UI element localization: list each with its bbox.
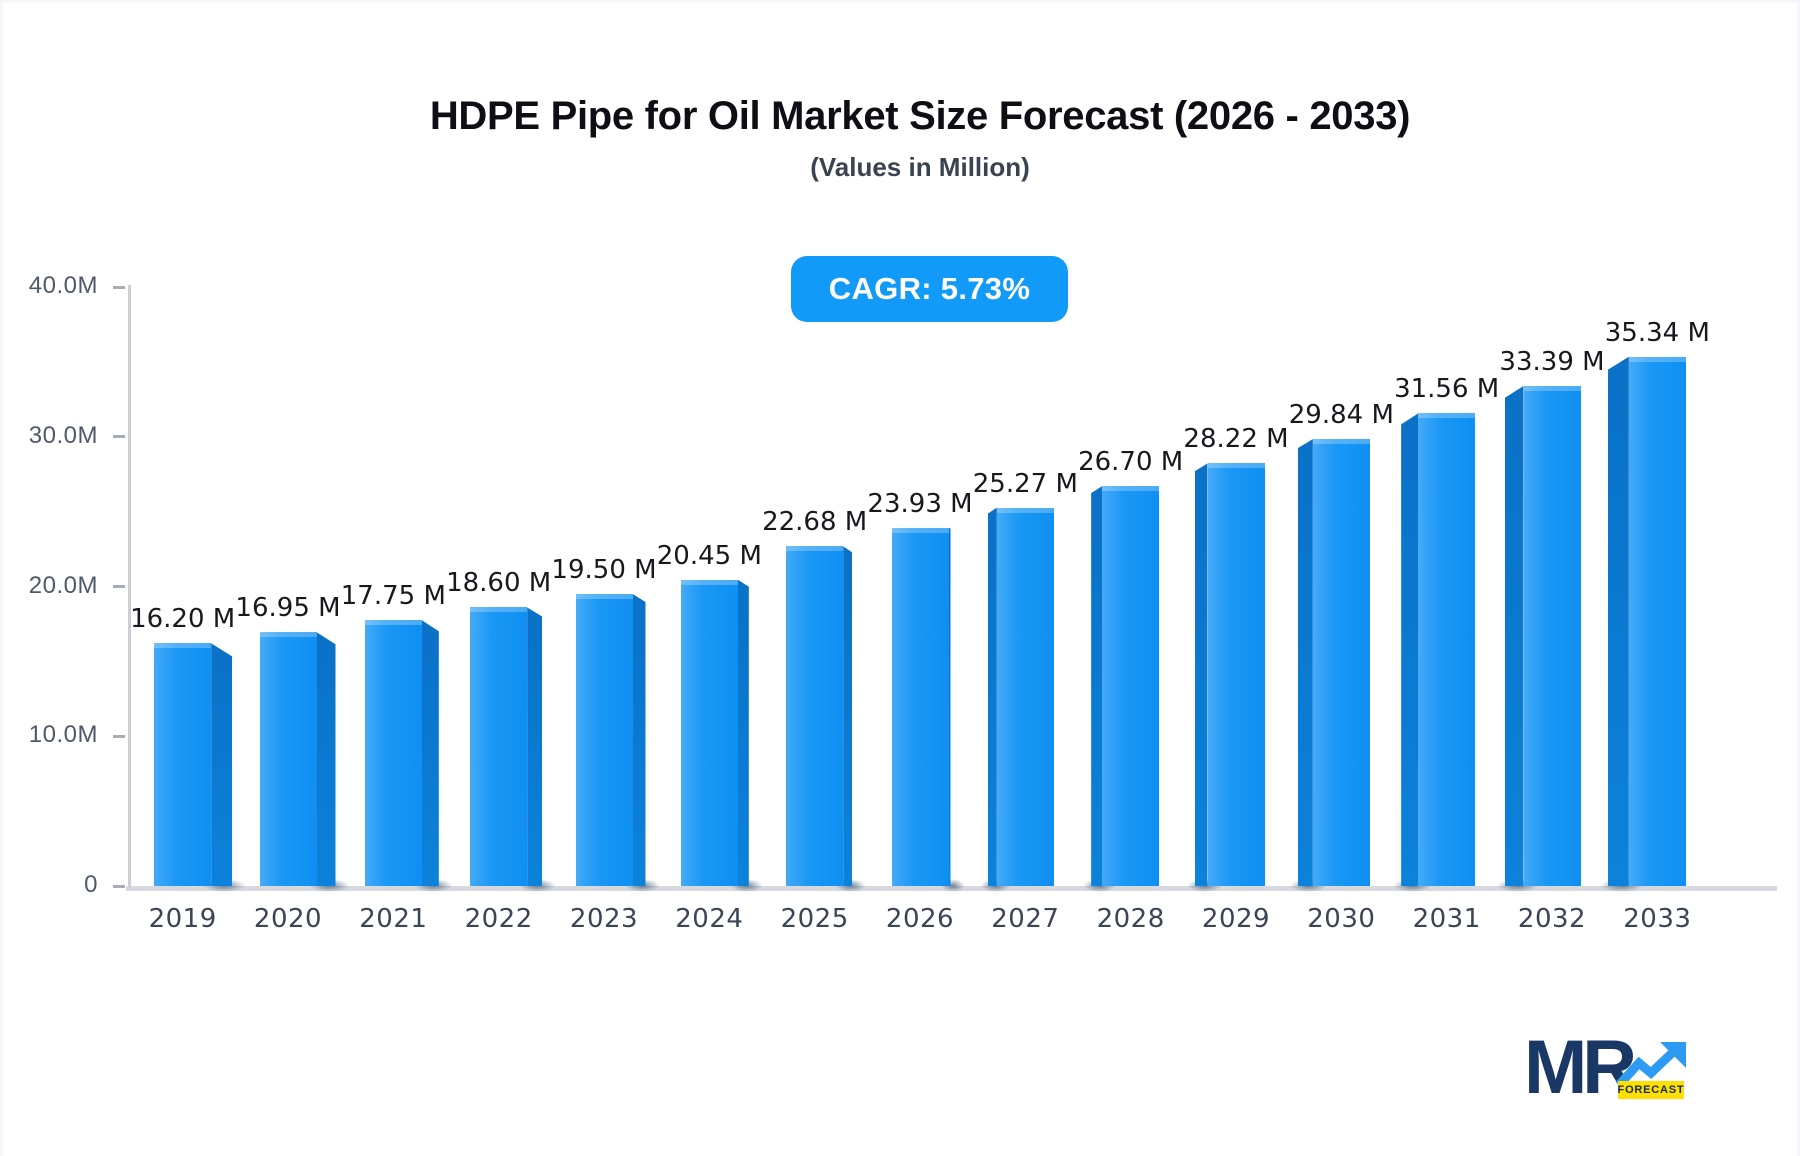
bar-2020[interactable]	[259, 632, 317, 886]
bar-side-face	[1607, 356, 1629, 886]
x-axis-label: 2019	[148, 904, 217, 934]
x-axis-label: 2032	[1517, 904, 1587, 934]
bar-2025[interactable]	[786, 546, 844, 886]
bar-value-label: 28.22 M	[1183, 424, 1289, 455]
bar-value-label: 35.34 M	[1604, 317, 1710, 348]
x-axis-label: 2026	[885, 904, 955, 934]
bar-value-label: 33.39 M	[1499, 347, 1605, 377]
brand-logo: MR FORECAST	[1524, 1030, 1699, 1108]
x-axis-label: 2031	[1412, 904, 1481, 934]
x-axis-label: 2025	[780, 904, 849, 934]
bar-side-face	[987, 507, 997, 886]
y-axis-tick	[113, 585, 125, 588]
bar-value-label: 29.84 M	[1288, 400, 1394, 431]
page-edge-left	[0, 0, 3, 1156]
bar-value-label: 16.95 M	[235, 593, 341, 624]
x-axis-label: 2020	[253, 904, 323, 934]
y-axis-label: 0	[84, 871, 98, 898]
bar-value-label: 22.68 M	[762, 507, 868, 538]
bar-2022[interactable]	[470, 607, 528, 886]
x-axis-label: 2022	[464, 904, 533, 934]
bar-value-label: 25.27 M	[972, 468, 1078, 499]
page-edge-right	[1797, 0, 1800, 1156]
bar-2021[interactable]	[364, 620, 422, 886]
x-axis-label: 2023	[569, 904, 639, 934]
bar-side-face	[211, 643, 233, 886]
bar-2023[interactable]	[575, 594, 633, 886]
bar-side-face	[421, 620, 439, 886]
bar-side-face	[632, 594, 646, 886]
trending-up-arrow-icon	[1616, 1042, 1686, 1088]
y-axis-line	[128, 285, 131, 888]
y-axis-tick	[113, 285, 125, 289]
bar-side-face	[843, 546, 853, 886]
bar-value-label: 19.50 M	[551, 555, 657, 585]
y-axis-label: 30.0M	[28, 421, 98, 449]
bar-value-label: 23.93 M	[867, 488, 973, 519]
bar-side-face	[316, 632, 336, 886]
chart-subtitle: (Values in Million)	[810, 152, 1030, 182]
x-axis-label: 2030	[1307, 904, 1376, 934]
bar-2027[interactable]	[996, 507, 1054, 886]
bar-side-face	[1504, 386, 1524, 886]
y-axis-tick	[113, 884, 125, 888]
x-axis-label: 2027	[991, 904, 1060, 934]
bar-side-face	[737, 579, 749, 886]
bar-2029[interactable]	[1207, 463, 1265, 886]
y-axis-tick	[113, 435, 125, 439]
bar-side-face	[1401, 413, 1419, 886]
bar-value-label: 18.60 M	[446, 568, 552, 599]
y-axis-label: 20.0M	[28, 571, 98, 599]
y-axis-tick	[113, 734, 125, 738]
chart-title: HDPE Pipe for Oil Market Size Forecast (…	[429, 94, 1411, 138]
cagr-badge: CAGR: 5.73%	[791, 256, 1068, 322]
bar-value-label: 31.56 M	[1394, 374, 1500, 405]
logo-forecast-badge: FORECAST	[1618, 1081, 1684, 1099]
plot-area: 40.0M 30.0M 20.0M 10.0M 0 16.20 M 2019 16.95 M 2…	[29, 272, 1777, 934]
x-axis-label: 2033	[1623, 904, 1692, 934]
y-axis-label: 40.0M	[28, 272, 98, 299]
bar-side-face	[948, 527, 951, 886]
bar-2033[interactable]	[1628, 356, 1686, 886]
x-axis-label: 2024	[675, 904, 744, 934]
bar-2024[interactable]	[680, 579, 738, 886]
bar-side-face	[1091, 486, 1103, 886]
bar-value-label: 16.20 M	[130, 604, 236, 635]
y-axis-label: 10.0M	[28, 721, 98, 749]
bar-side-face	[527, 607, 543, 886]
bar-value-label: 20.45 M	[656, 540, 762, 571]
bar-value-label: 26.70 M	[1078, 447, 1184, 478]
bar-side-face	[1297, 439, 1313, 886]
bar-2028[interactable]	[1102, 486, 1160, 886]
bar-side-face	[1194, 463, 1208, 886]
bar-2019[interactable]	[154, 643, 212, 886]
x-axis-label: 2028	[1096, 904, 1165, 934]
bar-2030[interactable]	[1312, 439, 1370, 886]
page-edge-top	[0, 0, 1800, 3]
x-axis-label: 2021	[359, 904, 428, 934]
bar-2031[interactable]	[1418, 413, 1476, 886]
bar-2026[interactable]	[891, 527, 949, 886]
x-axis-label: 2029	[1201, 904, 1271, 934]
bar-value-label: 17.75 M	[340, 581, 446, 612]
bar-2032[interactable]	[1523, 386, 1581, 886]
